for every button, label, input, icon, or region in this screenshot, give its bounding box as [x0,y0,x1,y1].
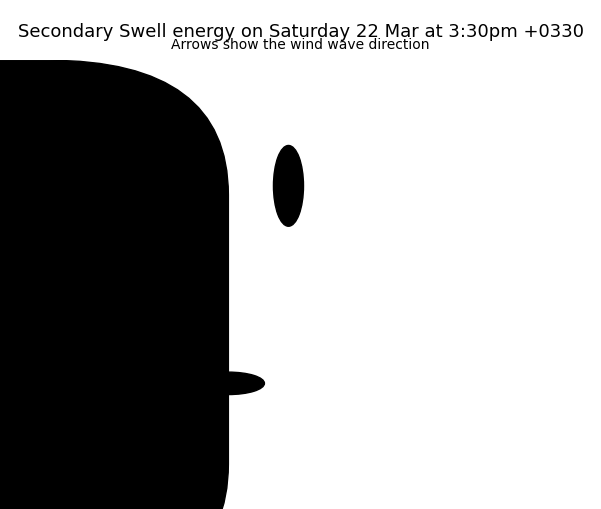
Text: Arrows show the wind wave direction: Arrows show the wind wave direction [171,38,430,52]
FancyBboxPatch shape [0,61,228,509]
Text: Secondary Swell energy on Saturday 22 Mar at 3:30pm +0330: Secondary Swell energy on Saturday 22 Ma… [17,23,584,41]
Ellipse shape [192,373,264,395]
Ellipse shape [273,146,304,227]
